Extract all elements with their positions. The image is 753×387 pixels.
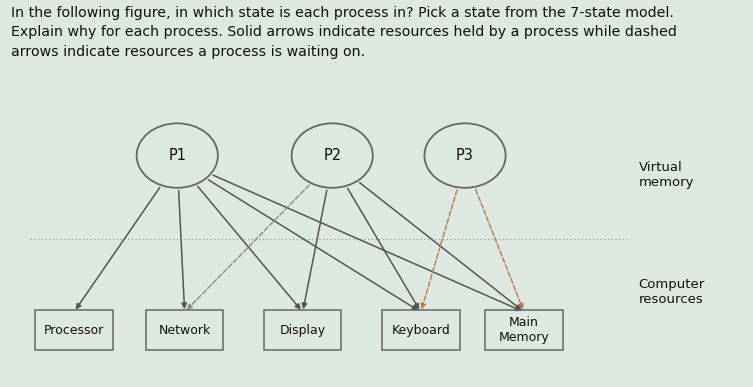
Text: Processor: Processor [44, 324, 104, 337]
Text: P1: P1 [168, 148, 186, 163]
Text: Display: Display [279, 324, 326, 337]
Text: Main
Memory: Main Memory [498, 316, 550, 344]
Text: Network: Network [159, 324, 211, 337]
Text: Virtual
memory: Virtual memory [639, 161, 694, 188]
Text: P3: P3 [456, 148, 474, 163]
Text: P2: P2 [323, 148, 341, 163]
Text: Computer
resources: Computer resources [639, 278, 705, 306]
Text: In the following figure, in which state is each process in? Pick a state from th: In the following figure, in which state … [11, 6, 677, 59]
Text: Keyboard: Keyboard [392, 324, 450, 337]
